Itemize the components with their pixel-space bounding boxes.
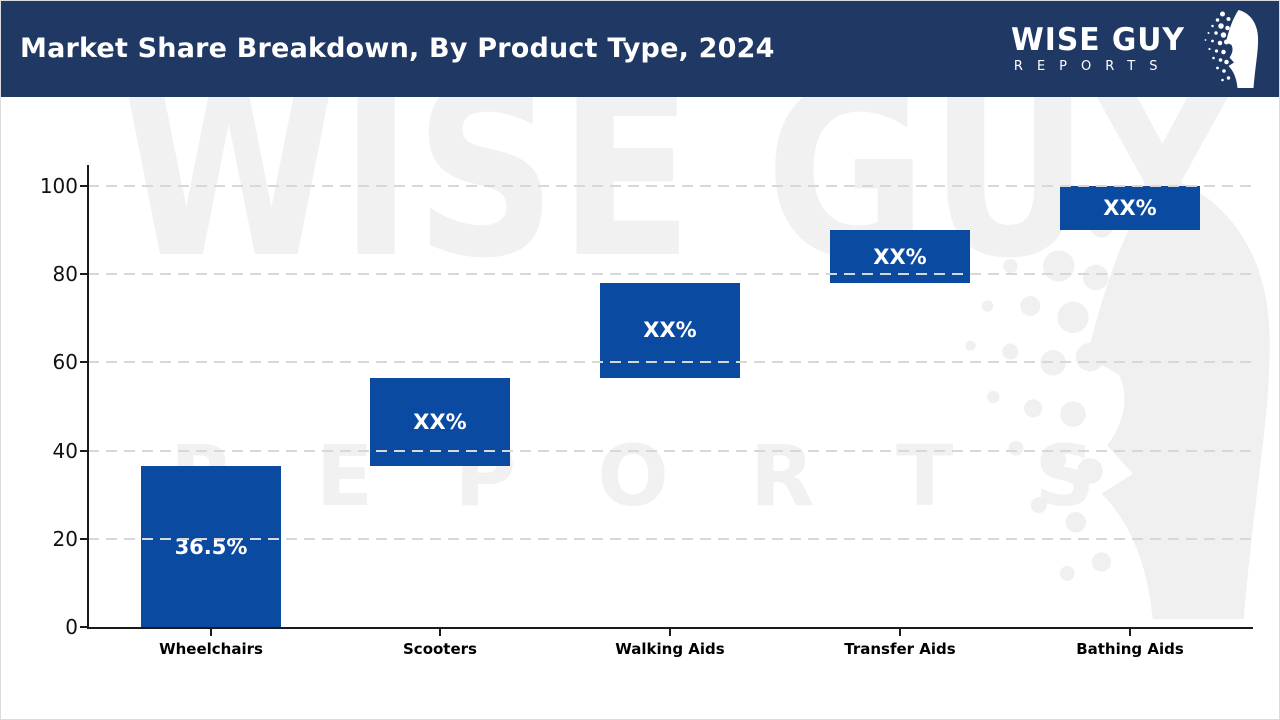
gridline — [88, 273, 1253, 276]
y-axis-tick-label: 0 — [65, 615, 78, 639]
brand-name: WISE GUY — [1010, 22, 1185, 58]
x-axis-tick — [899, 629, 901, 636]
brand-logo-text: WISE GUY REPORTS — [1010, 22, 1192, 74]
brand-head-icon — [1204, 10, 1259, 88]
bar-segment: 36.5% — [141, 466, 281, 627]
bar-value-label: XX% — [873, 244, 927, 269]
x-axis-category-label: Bathing Aids — [1076, 640, 1184, 658]
x-axis-category-label: Walking Aids — [615, 640, 725, 658]
bar-value-label: XX% — [1103, 196, 1157, 221]
y-axis-tick — [80, 273, 88, 276]
watermark-reports-text: R E P O R T S — [170, 427, 1121, 525]
x-axis-tick — [439, 629, 441, 636]
y-axis-tick — [80, 537, 88, 540]
gridline — [88, 185, 1253, 187]
x-axis-tick — [669, 629, 671, 636]
brand-subname: REPORTS — [1013, 59, 1172, 74]
y-axis-tick-label: 40 — [52, 438, 78, 463]
y-axis-tick-label: 80 — [52, 262, 78, 287]
gridline — [88, 361, 1253, 364]
page-title: Market Share Breakdown, By Product Type,… — [20, 33, 775, 64]
y-axis-tick — [80, 185, 88, 187]
brand-logo: WISE GUY REPORTS — [1011, 6, 1266, 92]
x-axis-category-label: Wheelchairs — [159, 640, 263, 658]
y-axis-tick-label: 60 — [52, 350, 78, 375]
bar-segment: XX% — [600, 283, 740, 378]
watermark-head-icon — [965, 175, 1270, 619]
x-axis-category-label: Transfer Aids — [844, 640, 956, 658]
x-axis-tick — [1129, 629, 1131, 636]
y-axis-tick — [80, 361, 88, 364]
y-axis-tick — [80, 626, 88, 628]
bar-segment: XX% — [1060, 186, 1200, 231]
x-axis-line — [87, 627, 1253, 629]
bar-value-label: XX% — [413, 409, 467, 434]
x-axis-tick — [210, 629, 212, 636]
y-axis-line — [87, 165, 89, 629]
bar-value-label: XX% — [643, 318, 697, 343]
gridline — [88, 537, 1253, 540]
y-axis-tick-label: 20 — [52, 526, 78, 551]
gridline — [88, 449, 1253, 452]
y-axis-tick-label: 100 — [39, 174, 78, 198]
header-bar: Market Share Breakdown, By Product Type,… — [0, 0, 1280, 97]
bar-segment: XX% — [370, 377, 510, 466]
y-axis-tick — [80, 449, 88, 452]
x-axis-category-label: Scooters — [403, 640, 477, 658]
